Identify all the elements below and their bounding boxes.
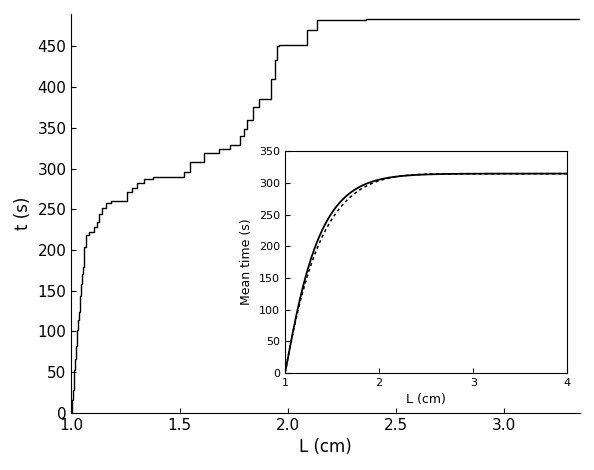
X-axis label: L (cm): L (cm) (406, 393, 446, 406)
Y-axis label: Mean time (s): Mean time (s) (241, 219, 254, 306)
Y-axis label: t (s): t (s) (14, 196, 32, 230)
X-axis label: L (cm): L (cm) (299, 438, 352, 456)
